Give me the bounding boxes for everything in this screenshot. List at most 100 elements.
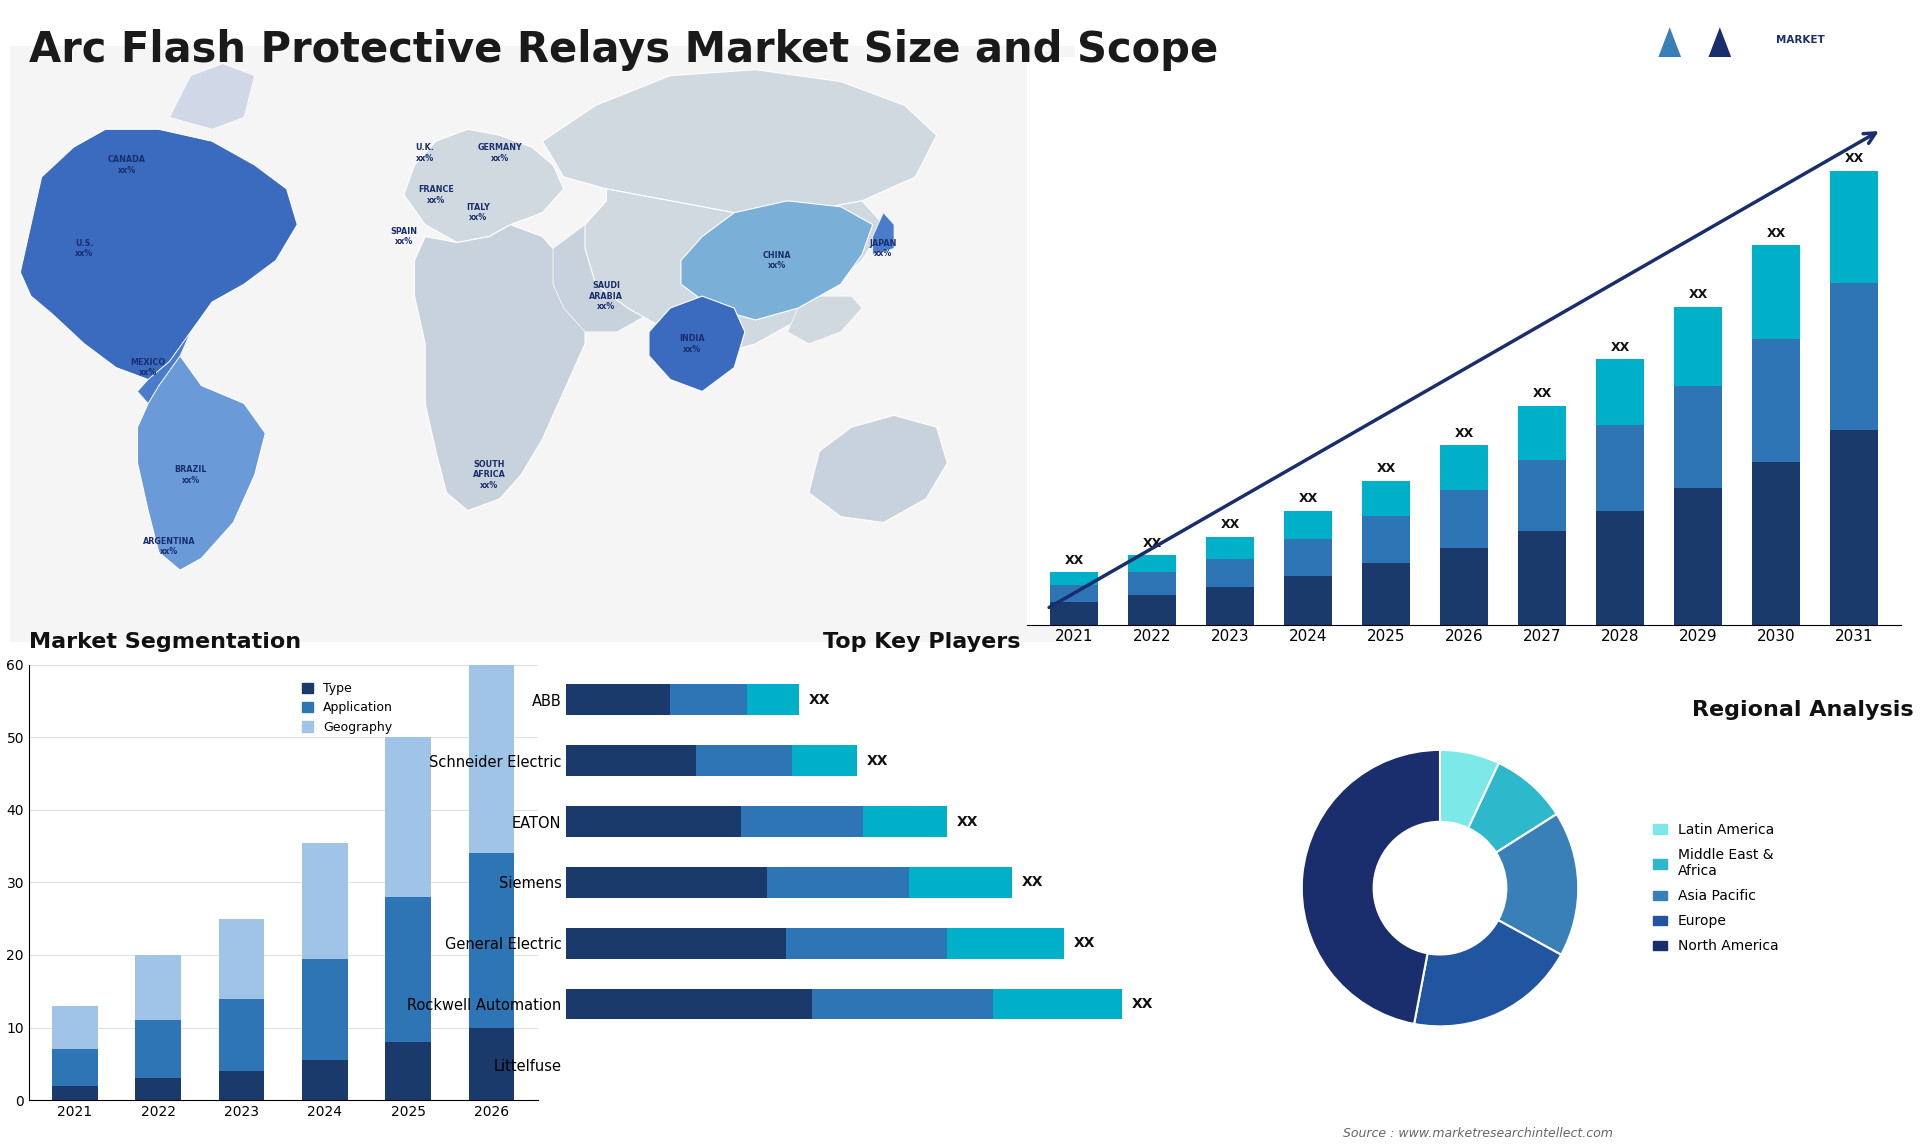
Bar xyxy=(219,1072,265,1100)
Bar xyxy=(908,868,1012,897)
Bar xyxy=(1519,406,1567,461)
Bar xyxy=(1440,548,1488,625)
Wedge shape xyxy=(1415,920,1561,1027)
Polygon shape xyxy=(1678,28,1763,136)
Text: XX: XX xyxy=(1377,462,1396,476)
Text: BRAZIL
xx%: BRAZIL xx% xyxy=(175,465,207,485)
Text: XX: XX xyxy=(1142,536,1162,550)
Bar xyxy=(1751,245,1801,339)
Bar xyxy=(1830,431,1878,625)
Bar xyxy=(1830,283,1878,431)
Bar xyxy=(468,854,515,1028)
Text: Source : www.marketresearchintellect.com: Source : www.marketresearchintellect.com xyxy=(1344,1128,1613,1140)
Text: U.S.
xx%: U.S. xx% xyxy=(75,238,94,258)
Text: XX: XX xyxy=(1688,289,1707,301)
Text: XX: XX xyxy=(1073,936,1094,950)
Polygon shape xyxy=(138,355,265,571)
Text: MARKET: MARKET xyxy=(1776,36,1824,46)
Bar xyxy=(695,745,793,776)
Bar xyxy=(812,989,993,1020)
Polygon shape xyxy=(21,129,298,379)
Wedge shape xyxy=(1496,814,1578,955)
Bar xyxy=(1050,602,1098,625)
Text: U.K.
xx%: U.K. xx% xyxy=(417,143,434,163)
Bar xyxy=(1206,587,1254,625)
Polygon shape xyxy=(553,225,670,332)
Bar xyxy=(1674,385,1722,488)
Polygon shape xyxy=(787,296,862,344)
Wedge shape xyxy=(1440,749,1500,829)
Wedge shape xyxy=(1469,763,1557,853)
Text: XX: XX xyxy=(958,815,979,829)
Text: GERMANY
xx%: GERMANY xx% xyxy=(478,143,522,163)
Text: ARGENTINA
xx%: ARGENTINA xx% xyxy=(144,536,196,556)
Bar xyxy=(386,1042,432,1100)
Title: Top Key Players: Top Key Players xyxy=(824,631,1020,652)
Bar xyxy=(766,868,908,897)
Bar xyxy=(52,1050,98,1085)
Text: SAUDI
ARABIA
xx%: SAUDI ARABIA xx% xyxy=(589,281,624,311)
Bar xyxy=(1050,572,1098,586)
Bar xyxy=(1050,586,1098,602)
Bar xyxy=(1674,307,1722,385)
Bar xyxy=(1127,556,1177,572)
Bar xyxy=(301,842,348,958)
Bar xyxy=(670,684,747,715)
Text: MEXICO
xx%: MEXICO xx% xyxy=(131,358,165,377)
Polygon shape xyxy=(415,225,586,511)
Text: INDIA
xx%: INDIA xx% xyxy=(680,335,705,353)
Bar xyxy=(468,650,515,854)
Polygon shape xyxy=(682,201,874,320)
Legend: Type, Application, Geography: Type, Application, Geography xyxy=(300,680,396,736)
Bar xyxy=(301,958,348,1060)
Bar xyxy=(747,684,799,715)
Bar xyxy=(864,807,947,837)
Bar xyxy=(566,868,766,897)
Bar xyxy=(993,989,1121,1020)
Text: XX: XX xyxy=(866,754,889,768)
Bar xyxy=(134,1020,180,1078)
Bar xyxy=(1596,511,1644,625)
Polygon shape xyxy=(543,70,937,213)
Text: XX: XX xyxy=(1021,876,1043,889)
Bar xyxy=(1127,572,1177,595)
Bar xyxy=(1206,536,1254,559)
Polygon shape xyxy=(649,296,745,392)
Bar xyxy=(1361,516,1409,563)
Bar xyxy=(1284,539,1332,576)
Bar xyxy=(566,684,670,715)
Text: XX: XX xyxy=(1453,426,1475,440)
Bar xyxy=(301,1060,348,1100)
Bar xyxy=(1284,576,1332,625)
Bar xyxy=(1440,490,1488,548)
Bar xyxy=(566,807,741,837)
Bar xyxy=(1519,532,1567,625)
Bar xyxy=(219,998,265,1072)
Bar xyxy=(1361,563,1409,625)
Bar xyxy=(741,807,864,837)
Bar xyxy=(1751,339,1801,462)
Bar xyxy=(1361,481,1409,516)
Bar xyxy=(1284,511,1332,539)
Polygon shape xyxy=(403,129,564,243)
Bar xyxy=(386,737,432,897)
Text: Arc Flash Protective Relays Market Size and Scope: Arc Flash Protective Relays Market Size … xyxy=(29,29,1217,71)
Bar xyxy=(566,745,695,776)
Text: XX: XX xyxy=(1221,518,1240,532)
Text: RESEARCH: RESEARCH xyxy=(1776,65,1837,76)
Bar xyxy=(566,928,785,958)
Text: XX: XX xyxy=(1298,492,1317,505)
Bar xyxy=(1674,488,1722,625)
Text: XX: XX xyxy=(1131,997,1154,1011)
Bar xyxy=(1440,446,1488,490)
Bar xyxy=(1127,595,1177,625)
Text: INTELLECT: INTELLECT xyxy=(1776,96,1837,107)
Bar xyxy=(1751,462,1801,625)
Bar xyxy=(134,1078,180,1100)
Polygon shape xyxy=(138,332,190,403)
Text: CHINA
xx%: CHINA xx% xyxy=(762,251,791,270)
Bar xyxy=(785,928,947,958)
Text: JAPAN
xx%: JAPAN xx% xyxy=(870,238,897,258)
Bar xyxy=(947,928,1064,958)
Text: XX: XX xyxy=(1766,227,1786,240)
